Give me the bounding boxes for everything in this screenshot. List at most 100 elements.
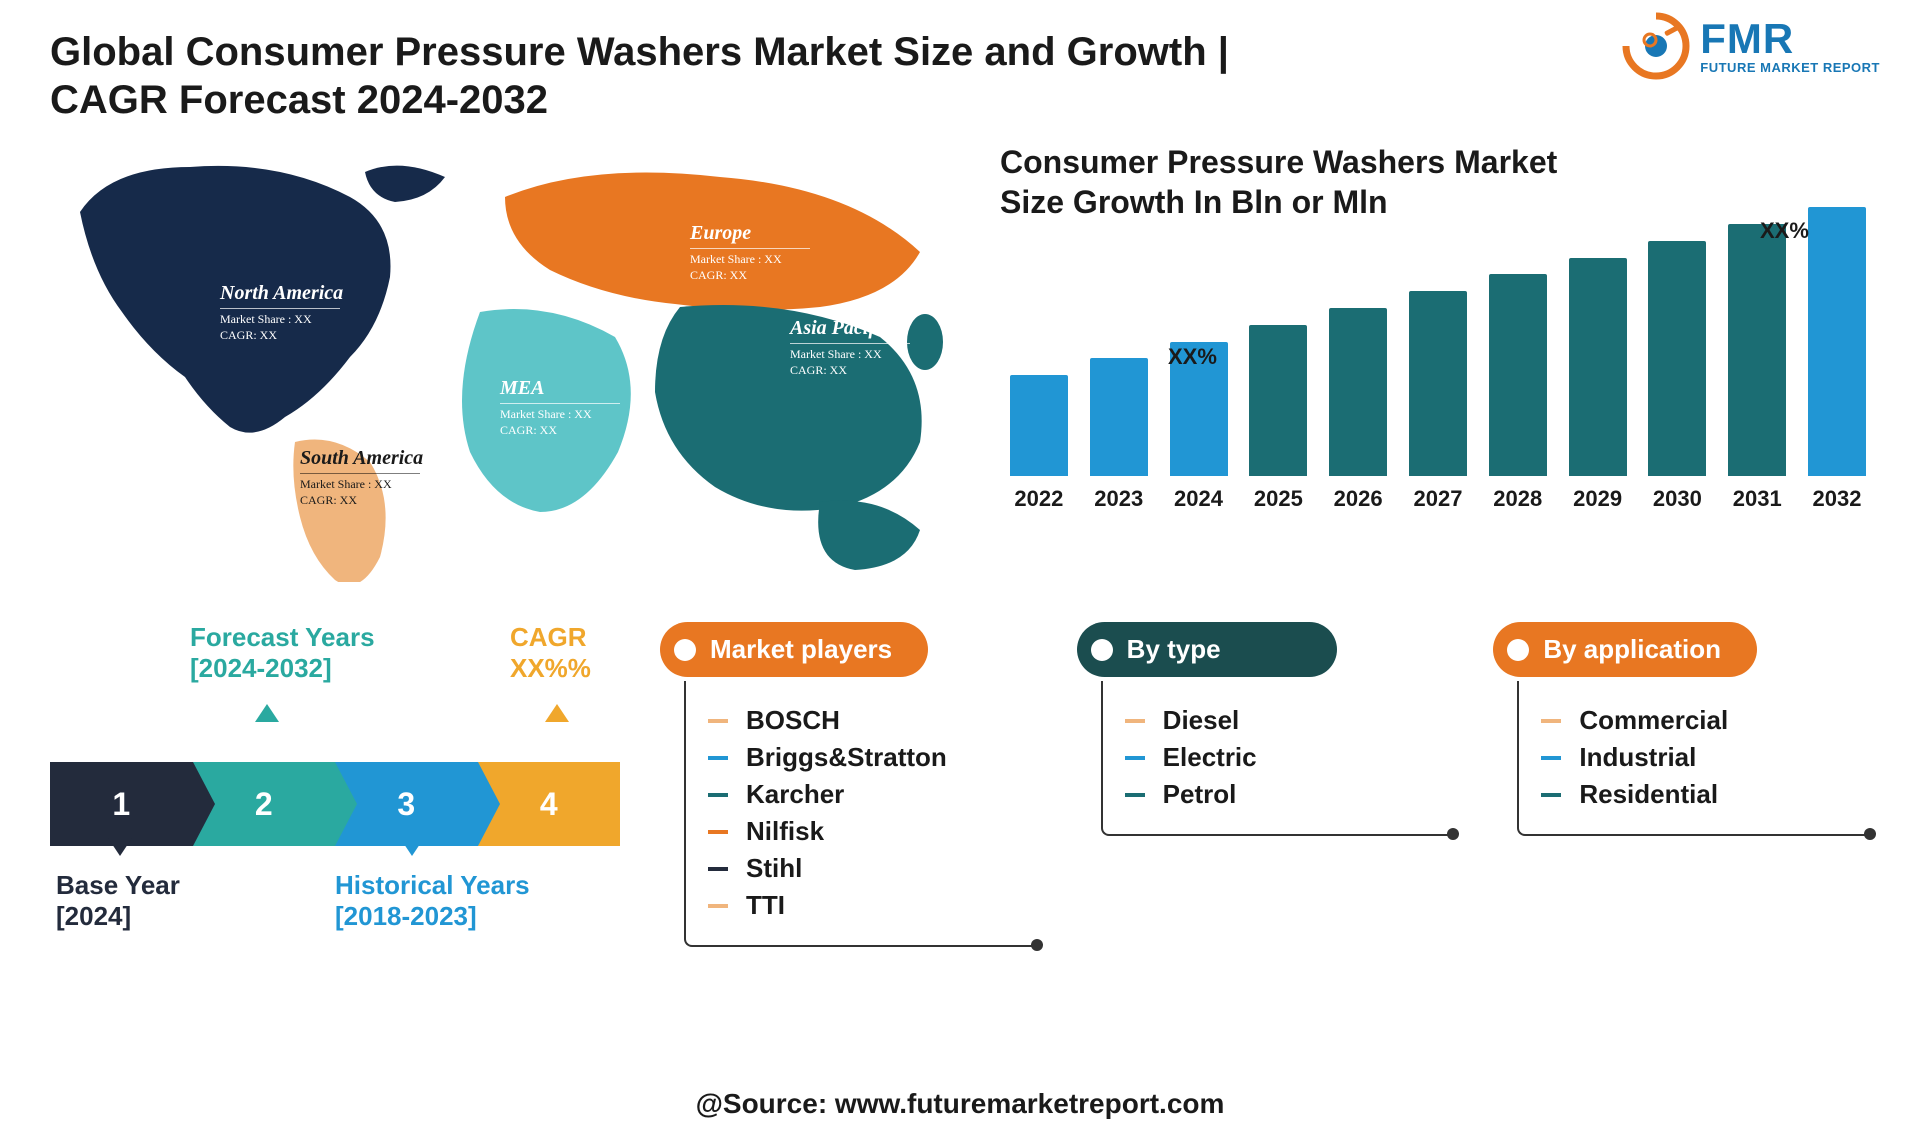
fmr-logo: FMR FUTURE MARKET REPORT — [1620, 10, 1880, 82]
bullet-tick-icon — [708, 830, 728, 834]
forecast-label: Forecast Years [2024-2032] — [190, 622, 375, 684]
bar-group: 2025 — [1245, 325, 1311, 512]
bar-year-label: 2022 — [1014, 486, 1063, 512]
bar-group: 2023 — [1086, 358, 1152, 512]
page-title: Global Consumer Pressure Washers Market … — [50, 28, 1330, 124]
list-item: Commercial — [1541, 705, 1848, 736]
list-item: BOSCH — [708, 705, 1015, 736]
logo-text-fmr: FMR — [1700, 18, 1794, 60]
bar-group: 2022 — [1006, 375, 1072, 512]
list-item-text: Karcher — [746, 779, 844, 810]
bar-year-label: 2026 — [1334, 486, 1383, 512]
bar-year-label: 2028 — [1493, 486, 1542, 512]
list-item: Diesel — [1125, 705, 1432, 736]
list-item-text: Commercial — [1579, 705, 1728, 736]
list-item: Briggs&Stratton — [708, 742, 1015, 773]
cagr-pointer — [545, 704, 569, 722]
by-application-col: By application Commercial Industrial Resid… — [1493, 622, 1870, 836]
bar-group: 2031 — [1724, 224, 1790, 512]
chart-title: Consumer Pressure Washers Market Size Gr… — [1000, 142, 1560, 222]
bar-year-label: 2023 — [1094, 486, 1143, 512]
map-region-label: MEAMarket Share : XXCAGR: XX — [500, 377, 620, 438]
map-region-label: EuropeMarket Share : XXCAGR: XX — [690, 222, 810, 283]
forecast-pointer — [255, 704, 279, 722]
list-item-text: BOSCH — [746, 705, 840, 736]
market-players-col: Market players BOSCH Briggs&Stratton Karch… — [660, 622, 1037, 947]
chart-bar — [1249, 325, 1307, 476]
logo-text-sub: FUTURE MARKET REPORT — [1700, 60, 1880, 75]
bullet-tick-icon — [1125, 756, 1145, 760]
market-players-pill: Market players — [660, 622, 928, 677]
list-item-text: Nilfisk — [746, 816, 824, 847]
pill-dot-icon — [1507, 639, 1529, 661]
chart-annotation: XX% — [1760, 218, 1809, 244]
by-type-pill: By type — [1077, 622, 1337, 677]
world-map: North AmericaMarket Share : XXCAGR: XX So… — [50, 142, 970, 582]
bullet-tick-icon — [1125, 719, 1145, 723]
chart-annotation: XX% — [1168, 344, 1217, 370]
bar-group: 2027 — [1405, 291, 1471, 512]
bullet-tick-icon — [1125, 793, 1145, 797]
list-item-text: Stihl — [746, 853, 802, 884]
bullet-tick-icon — [708, 719, 728, 723]
bullet-tick-icon — [708, 756, 728, 760]
bar-year-label: 2030 — [1653, 486, 1702, 512]
list-item-text: Industrial — [1579, 742, 1696, 773]
chart-bar — [1409, 291, 1467, 476]
by-type-col: By type Diesel Electric Petrol — [1077, 622, 1454, 836]
hist-pointer — [400, 838, 424, 856]
bar-year-label: 2032 — [1813, 486, 1862, 512]
base-pointer — [108, 838, 132, 856]
by-application-pill: By application — [1493, 622, 1757, 677]
chart-bar — [1010, 375, 1068, 476]
pill-dot-icon — [674, 639, 696, 661]
bar-year-label: 2025 — [1254, 486, 1303, 512]
logo-icon — [1620, 10, 1692, 82]
list-item: TTI — [708, 890, 1015, 921]
list-item-text: Petrol — [1163, 779, 1237, 810]
chart-bar — [1489, 274, 1547, 476]
list-item-text: Electric — [1163, 742, 1257, 773]
list-item: Nilfisk — [708, 816, 1015, 847]
list-item-text: Briggs&Stratton — [746, 742, 947, 773]
bar-year-label: 2027 — [1413, 486, 1462, 512]
bar-group: 2029 — [1565, 258, 1631, 512]
list-item: Electric — [1125, 742, 1432, 773]
bullet-tick-icon — [1541, 756, 1561, 760]
growth-chart: Consumer Pressure Washers Market Size Gr… — [1000, 142, 1870, 582]
list-item: Residential — [1541, 779, 1848, 810]
bar-year-label: 2024 — [1174, 486, 1223, 512]
map-region-label: North AmericaMarket Share : XXCAGR: XX — [220, 282, 343, 343]
chart-bar — [1728, 224, 1786, 476]
bullet-tick-icon — [1541, 719, 1561, 723]
list-item: Karcher — [708, 779, 1015, 810]
pill-dot-icon — [1091, 639, 1113, 661]
map-region-label: South AmericaMarket Share : XXCAGR: XX — [300, 447, 423, 508]
source-text: @Source: www.futuremarketreport.com — [696, 1088, 1225, 1120]
chart-bar — [1648, 241, 1706, 476]
timeline-segment: 1 — [50, 762, 193, 846]
bullet-tick-icon — [1541, 793, 1561, 797]
by-application-label: By application — [1543, 634, 1721, 665]
list-item-text: Residential — [1579, 779, 1718, 810]
list-item-text: TTI — [746, 890, 785, 921]
bar-group: 2026 — [1325, 308, 1391, 512]
list-item-text: Diesel — [1163, 705, 1240, 736]
chart-bar — [1329, 308, 1387, 476]
bar-year-label: 2029 — [1573, 486, 1622, 512]
list-item: Stihl — [708, 853, 1015, 884]
base-label: Base Year [2024] — [56, 870, 180, 932]
bar-group: 2028 — [1485, 274, 1551, 512]
hist-label: Historical Years [2018-2023] — [335, 870, 530, 932]
chart-bar — [1569, 258, 1627, 476]
timeline: Forecast Years [2024-2032] CAGR XX%% 123… — [50, 622, 620, 846]
bar-group: 2030 — [1645, 241, 1711, 512]
map-region-label: Asia PacificMarket Share : XXCAGR: XX — [790, 317, 910, 378]
list-item: Petrol — [1125, 779, 1432, 810]
bar-group: 2032 — [1804, 207, 1870, 512]
bullet-tick-icon — [708, 867, 728, 871]
bullet-tick-icon — [708, 793, 728, 797]
chart-bar — [1808, 207, 1866, 476]
bar-year-label: 2031 — [1733, 486, 1782, 512]
list-item: Industrial — [1541, 742, 1848, 773]
